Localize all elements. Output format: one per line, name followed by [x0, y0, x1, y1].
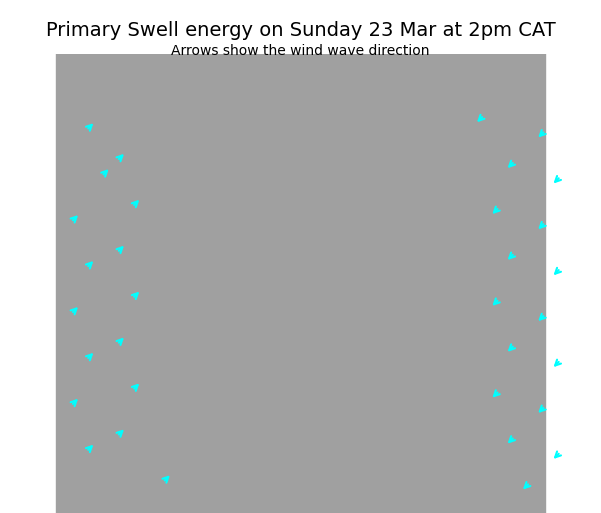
Bar [56, 23, 545, 513]
Text: Arrows show the wind wave direction: Arrows show the wind wave direction [171, 44, 430, 57]
Text: Primary Swell energy on Sunday 23 Mar at 2pm CAT: Primary Swell energy on Sunday 23 Mar at… [46, 21, 555, 40]
